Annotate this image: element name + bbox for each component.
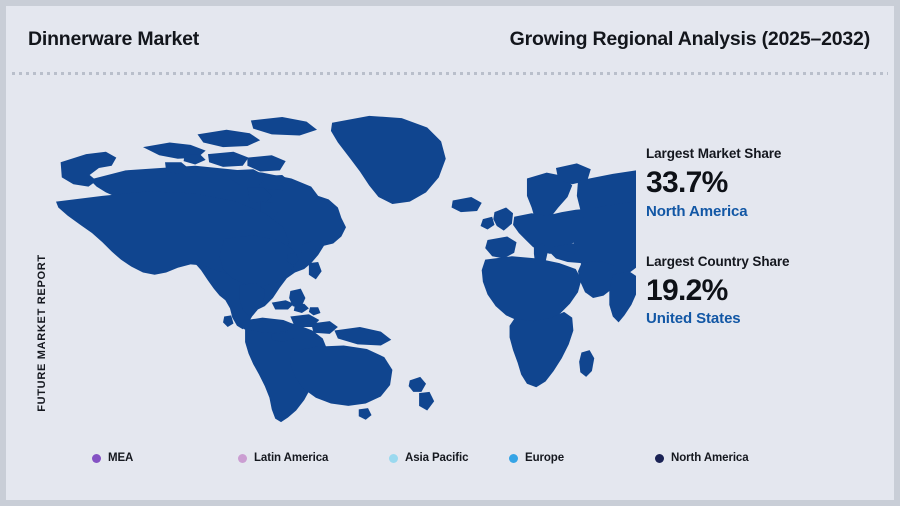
map-landmasses-east — [56, 191, 435, 420]
legend-item-north-america: North America — [655, 452, 749, 464]
legend-dot-icon — [389, 453, 398, 463]
legend-item-europe: Europe — [509, 452, 564, 464]
stat-label: Largest Country Share — [646, 253, 790, 269]
legend-label: Asia Pacific — [405, 452, 469, 464]
stat-largest-country-share: Largest Country Share 19.2% United State… — [646, 254, 886, 328]
stat-region: North America — [646, 202, 748, 220]
page-subtitle: Growing Regional Analysis (2025–2032) — [509, 27, 871, 50]
brand-vertical-text: FUTURE MARKET REPORT — [36, 254, 49, 412]
header-divider — [12, 72, 888, 75]
header-bar: Dinnerware Market Growing Regional Analy… — [6, 6, 894, 72]
stats-panel: Largest Market Share 33.7% North America… — [646, 146, 886, 327]
legend-dot-icon — [655, 453, 664, 463]
map-landmasses — [60, 115, 636, 423]
legend-label: Europe — [525, 452, 565, 464]
stat-largest-market-share: Largest Market Share 33.7% North America — [646, 146, 886, 220]
brand-vertical-label: FUTURE MARKET REPORT — [32, 238, 52, 428]
world-map — [56, 92, 636, 432]
stat-region: United States — [646, 310, 741, 327]
legend-dot-icon — [509, 453, 518, 463]
world-map-svg — [56, 115, 636, 423]
map-legend: MEA Latin America Asia Pacific Europe No… — [92, 452, 792, 474]
legend-item-asia-pacific: Asia Pacific — [389, 452, 468, 464]
legend-dot-icon — [238, 453, 247, 463]
legend-label: North America — [671, 452, 749, 464]
legend-dot-icon — [92, 453, 101, 463]
legend-item-latin-america: Latin America — [238, 452, 328, 464]
legend-label: MEA — [108, 452, 134, 464]
stat-value: 33.7% — [646, 166, 728, 199]
stat-value: 19.2% — [646, 273, 728, 307]
stat-label: Largest Market Share — [646, 146, 782, 161]
legend-item-mea: MEA — [92, 452, 133, 464]
page-title: Dinnerware Market — [28, 27, 200, 50]
legend-label: Latin America — [254, 452, 329, 464]
